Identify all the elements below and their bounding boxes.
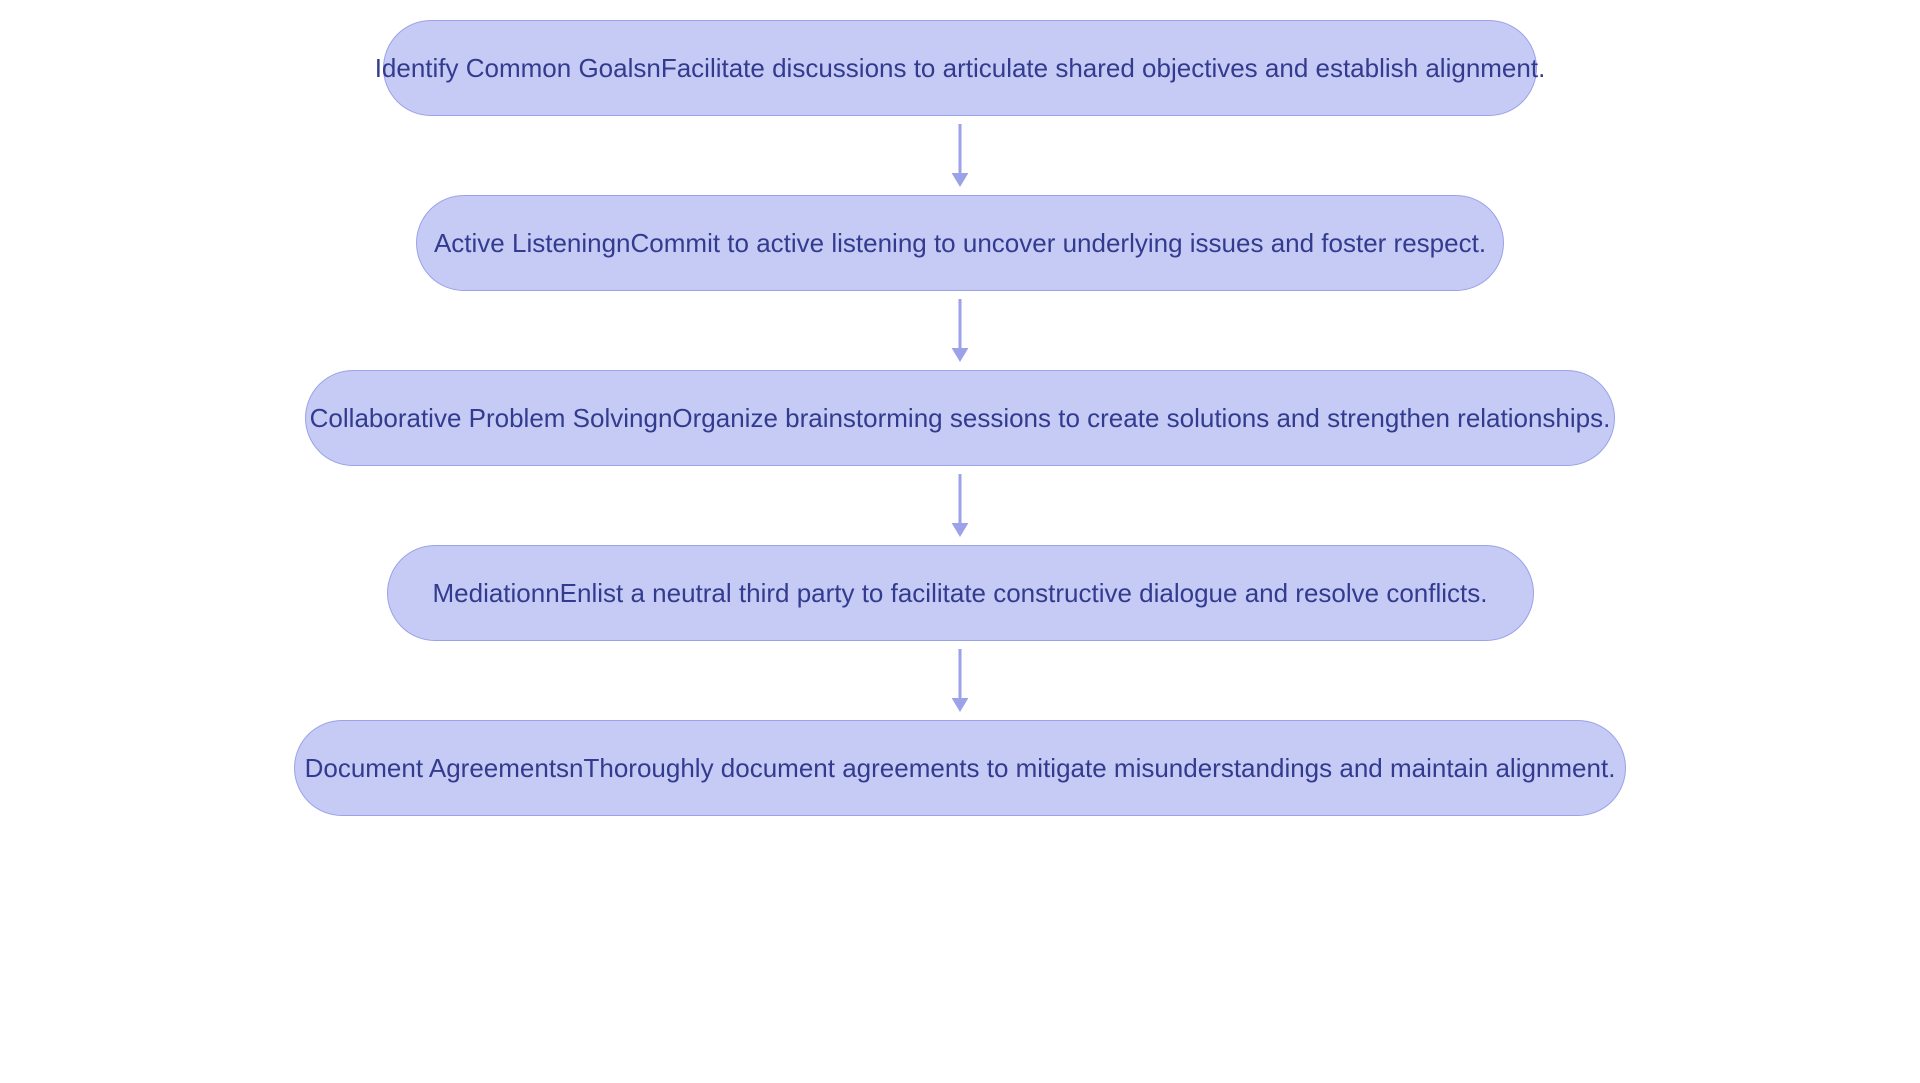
flow-node-1: Identify Common GoalsnFacilitate discuss… — [383, 20, 1537, 116]
flow-node-3: Collaborative Problem SolvingnOrganize b… — [305, 370, 1615, 466]
flow-node-4: MediationnEnlist a neutral third party t… — [387, 545, 1534, 641]
flow-arrow-2 — [940, 299, 980, 362]
flow-node-2: Active ListeningnCommit to active listen… — [416, 195, 1504, 291]
flow-node-5: Document AgreementsnThoroughly document … — [294, 720, 1626, 816]
flow-arrow-4 — [940, 649, 980, 712]
flow-node-label: MediationnEnlist a neutral third party t… — [432, 578, 1487, 609]
flow-node-label: Active ListeningnCommit to active listen… — [434, 228, 1486, 259]
flow-node-label: Identify Common GoalsnFacilitate discuss… — [375, 53, 1546, 84]
flowchart-canvas: Identify Common GoalsnFacilitate discuss… — [0, 0, 1920, 1083]
flow-node-label: Collaborative Problem SolvingnOrganize b… — [310, 403, 1611, 434]
flow-arrow-1 — [940, 124, 980, 187]
flow-node-label: Document AgreementsnThoroughly document … — [305, 753, 1616, 784]
flow-arrow-3 — [940, 474, 980, 537]
